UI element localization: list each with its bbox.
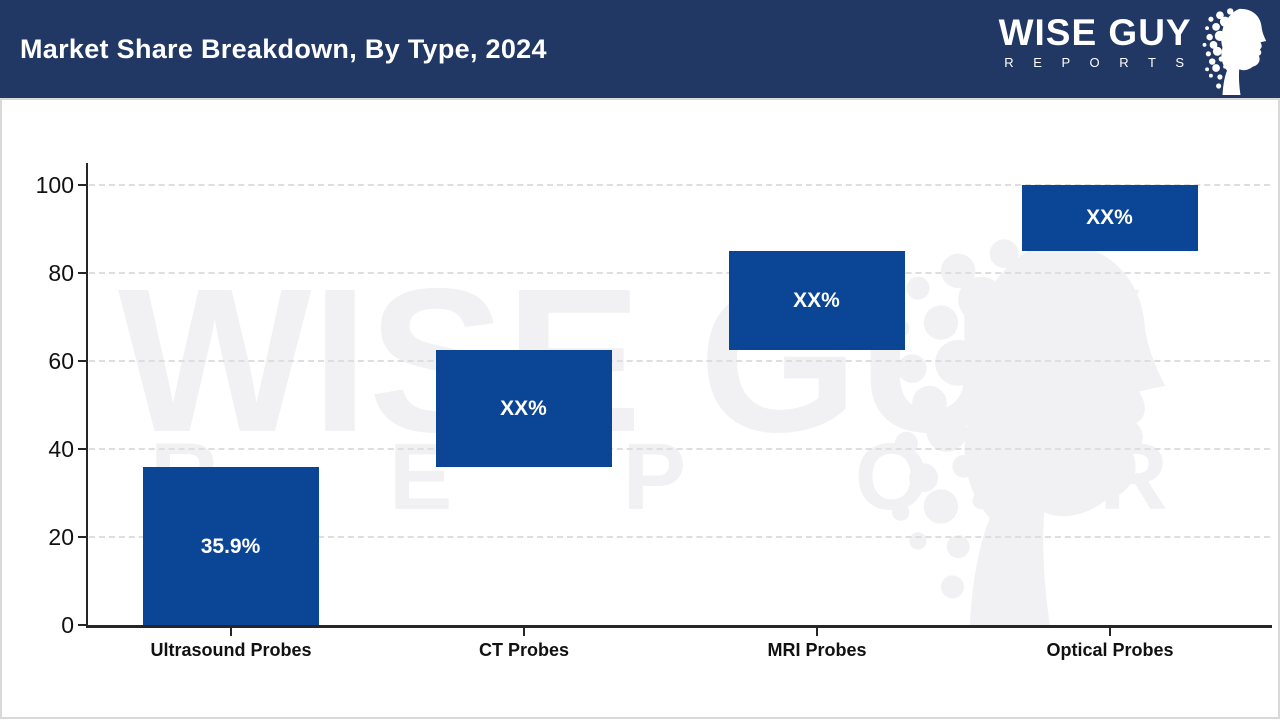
y-tick-mark-80 (78, 272, 87, 274)
brand-logo-subname: R E P O R T S (1004, 54, 1192, 70)
y-tick-mark-40 (78, 448, 87, 450)
brand-logo: WISE GUY R E P O R T S (998, 12, 1192, 70)
gridline-y-60 (89, 360, 1270, 362)
brand-logo-name: WISE GUY (998, 12, 1192, 53)
y-tick-label-80: 80 (48, 260, 74, 286)
y-tick-mark-20 (78, 536, 87, 538)
bar-mri-probes: XX% (728, 250, 905, 350)
y-axis-line (86, 163, 88, 628)
x-tick-mark-1 (522, 628, 525, 636)
brand-head-icon (1202, 8, 1267, 95)
gridline-y-80 (89, 272, 1270, 274)
y-tick-mark-0 (78, 624, 87, 626)
y-tick-label-20: 20 (48, 524, 74, 550)
x-axis-line (86, 625, 1272, 628)
y-tick-label-60: 60 (48, 348, 74, 374)
y-tick-mark-60 (78, 360, 87, 362)
x-tick-mark-0 (229, 628, 232, 636)
x-tick-mark-3 (1108, 628, 1111, 636)
bar-value-label: XX% (793, 288, 840, 312)
x-category-label-2: MRI Probes (767, 640, 867, 660)
bar-optical-probes: XX% (1021, 185, 1198, 251)
x-category-label-1: CT Probes (478, 640, 570, 660)
header-bar: Market Share Breakdown, By Type, 2024 WI… (0, 0, 1280, 98)
y-tick-mark-100 (78, 184, 87, 186)
y-tick-label-0: 0 (61, 612, 74, 638)
x-category-label-0: Ultrasound Probes (150, 640, 312, 660)
bar-value-label: XX% (500, 396, 547, 420)
page-title: Market Share Breakdown, By Type, 2024 (20, 33, 547, 64)
gridline-y-20 (89, 536, 1270, 538)
x-category-label-3: Optical Probes (1046, 640, 1174, 660)
gridline-y-100 (89, 184, 1270, 186)
gridline-y-40 (89, 448, 1270, 450)
y-tick-label-100: 100 (35, 172, 74, 198)
y-tick-label-40: 40 (48, 436, 74, 462)
bar-value-label: XX% (1086, 206, 1133, 230)
x-tick-mark-2 (815, 628, 818, 636)
bar-value-label: 35.9% (200, 534, 261, 558)
bar-ct-probes: XX% (435, 349, 612, 468)
bar-ultrasound-probes: 35.9% (142, 467, 319, 625)
